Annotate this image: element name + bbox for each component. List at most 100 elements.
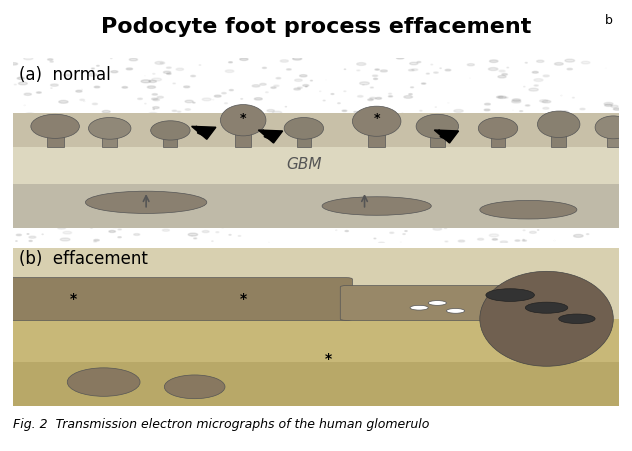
- Circle shape: [195, 221, 204, 223]
- Circle shape: [438, 189, 443, 190]
- Circle shape: [581, 221, 584, 222]
- Circle shape: [178, 148, 181, 150]
- Circle shape: [447, 208, 456, 210]
- Circle shape: [482, 161, 490, 164]
- Circle shape: [325, 207, 330, 208]
- Circle shape: [229, 90, 233, 92]
- Text: (b)  effacement: (b) effacement: [19, 250, 148, 267]
- Circle shape: [386, 221, 396, 225]
- Circle shape: [525, 189, 528, 190]
- Circle shape: [162, 170, 164, 171]
- Circle shape: [502, 74, 507, 76]
- Text: Fig. 2  Transmission electron micrographs of the human glomerulo: Fig. 2 Transmission electron micrographs…: [13, 417, 429, 430]
- Circle shape: [18, 83, 27, 86]
- Circle shape: [22, 142, 26, 143]
- Circle shape: [89, 146, 95, 147]
- FancyBboxPatch shape: [430, 131, 445, 147]
- Circle shape: [471, 202, 478, 205]
- Circle shape: [512, 101, 521, 104]
- Circle shape: [417, 62, 421, 64]
- Circle shape: [232, 115, 240, 117]
- Circle shape: [411, 87, 413, 88]
- Circle shape: [204, 196, 211, 198]
- Circle shape: [427, 147, 428, 148]
- Circle shape: [452, 219, 458, 221]
- FancyBboxPatch shape: [491, 133, 505, 147]
- Circle shape: [444, 228, 447, 229]
- Circle shape: [265, 216, 272, 219]
- Circle shape: [355, 134, 356, 135]
- Circle shape: [91, 213, 95, 215]
- Circle shape: [428, 150, 434, 152]
- Circle shape: [51, 85, 58, 87]
- Circle shape: [403, 151, 408, 152]
- Circle shape: [335, 133, 344, 136]
- Circle shape: [509, 215, 513, 216]
- Circle shape: [375, 70, 379, 71]
- Circle shape: [233, 114, 241, 117]
- Circle shape: [88, 214, 97, 216]
- Circle shape: [233, 143, 240, 145]
- Circle shape: [532, 72, 538, 74]
- Circle shape: [164, 72, 171, 74]
- Circle shape: [454, 110, 463, 113]
- Circle shape: [605, 205, 612, 207]
- Circle shape: [63, 129, 66, 130]
- Circle shape: [613, 117, 615, 118]
- Circle shape: [611, 106, 618, 108]
- Circle shape: [153, 100, 159, 101]
- Circle shape: [127, 218, 131, 220]
- Circle shape: [423, 211, 426, 212]
- Circle shape: [11, 147, 19, 150]
- Circle shape: [149, 81, 157, 83]
- Circle shape: [408, 70, 414, 72]
- Circle shape: [230, 173, 236, 175]
- Circle shape: [525, 303, 568, 313]
- Circle shape: [405, 197, 407, 198]
- Circle shape: [265, 207, 274, 210]
- Circle shape: [334, 181, 337, 182]
- Circle shape: [17, 78, 24, 80]
- Circle shape: [73, 148, 80, 150]
- Circle shape: [542, 226, 548, 227]
- Circle shape: [322, 205, 331, 207]
- Circle shape: [76, 91, 82, 93]
- Circle shape: [262, 157, 265, 158]
- Circle shape: [420, 111, 422, 112]
- Circle shape: [605, 105, 612, 107]
- Circle shape: [331, 94, 334, 95]
- Circle shape: [375, 98, 382, 100]
- FancyBboxPatch shape: [164, 134, 178, 147]
- Circle shape: [593, 218, 599, 220]
- Circle shape: [446, 309, 465, 313]
- Circle shape: [568, 214, 575, 216]
- Ellipse shape: [416, 115, 459, 139]
- Circle shape: [24, 94, 32, 96]
- Circle shape: [498, 97, 506, 99]
- Circle shape: [469, 199, 477, 201]
- Circle shape: [28, 139, 32, 140]
- Circle shape: [492, 239, 497, 241]
- Circle shape: [515, 120, 521, 121]
- Circle shape: [431, 65, 432, 66]
- Circle shape: [396, 58, 404, 60]
- Circle shape: [440, 184, 444, 185]
- Circle shape: [556, 130, 562, 132]
- Circle shape: [490, 145, 493, 146]
- Circle shape: [202, 99, 211, 101]
- Circle shape: [122, 87, 128, 89]
- Ellipse shape: [67, 368, 140, 396]
- Circle shape: [537, 215, 545, 218]
- FancyBboxPatch shape: [607, 132, 619, 147]
- Circle shape: [390, 204, 398, 207]
- Circle shape: [46, 199, 51, 201]
- Circle shape: [45, 216, 51, 218]
- Circle shape: [581, 62, 590, 65]
- Circle shape: [50, 62, 53, 63]
- Circle shape: [385, 209, 394, 211]
- Circle shape: [163, 214, 166, 215]
- Circle shape: [150, 118, 154, 119]
- Circle shape: [136, 219, 142, 221]
- Circle shape: [495, 126, 504, 129]
- Circle shape: [525, 158, 532, 160]
